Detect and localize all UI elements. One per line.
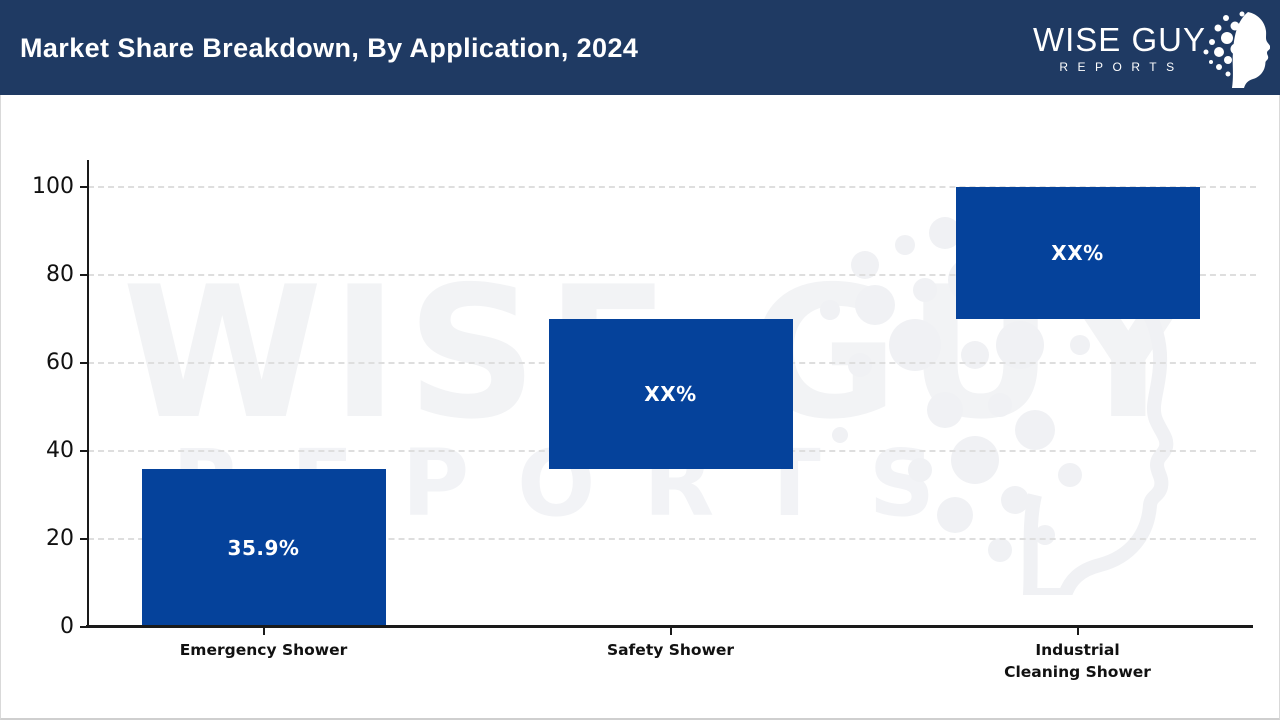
y-axis-tick bbox=[80, 537, 88, 540]
logo-wiseguy-label: WISE GUY bbox=[1032, 20, 1206, 58]
bar-2: XX% bbox=[548, 319, 793, 469]
x-axis-tick bbox=[669, 628, 672, 635]
y-axis-line bbox=[87, 160, 89, 627]
y-tick-label: 60 bbox=[46, 349, 74, 375]
x-axis-tick bbox=[262, 628, 265, 635]
page-title: Market Share Breakdown, By Application, … bbox=[20, 33, 639, 63]
bar-1: 35.9% bbox=[141, 468, 386, 627]
bar-value-label: XX% bbox=[1051, 240, 1104, 265]
y-axis-tick bbox=[80, 625, 88, 628]
logo-face-icon bbox=[1203, 11, 1270, 88]
y-axis-tick bbox=[80, 273, 88, 276]
logo-reports-label: REPORTS bbox=[1059, 60, 1184, 75]
y-grid-line bbox=[88, 273, 1256, 276]
y-tick-label: 100 bbox=[32, 173, 74, 199]
bar-value-label: XX% bbox=[644, 381, 697, 406]
x-axis-label: Safety Shower bbox=[606, 641, 735, 659]
wise-guy-reports-logo: WISE GUY REPORTS bbox=[1033, 8, 1270, 88]
y-tick-label: 20 bbox=[46, 525, 74, 551]
x-axis-line bbox=[86, 625, 1253, 628]
logo-text: WISE GUY REPORTS bbox=[1032, 20, 1206, 75]
y-tick-label: 40 bbox=[46, 437, 74, 463]
y-axis-tick bbox=[80, 361, 88, 364]
x-axis-label: Emergency Shower bbox=[179, 641, 348, 659]
x-axis-tick bbox=[1076, 628, 1079, 635]
y-grid-line bbox=[88, 185, 1256, 188]
y-grid-line bbox=[88, 537, 1256, 540]
x-axis-label: Industrial Cleaning Shower bbox=[1004, 641, 1151, 681]
y-axis-tick bbox=[80, 449, 88, 452]
y-tick-label: 80 bbox=[46, 261, 74, 287]
content-frame bbox=[0, 95, 1280, 720]
y-axis-tick bbox=[80, 185, 88, 188]
bar-3: XX% bbox=[955, 186, 1200, 320]
header-bar: Market Share Breakdown, By Application, … bbox=[0, 0, 1280, 95]
y-tick-label: 0 bbox=[60, 613, 74, 639]
bar-value-label: 35.9% bbox=[227, 535, 300, 560]
